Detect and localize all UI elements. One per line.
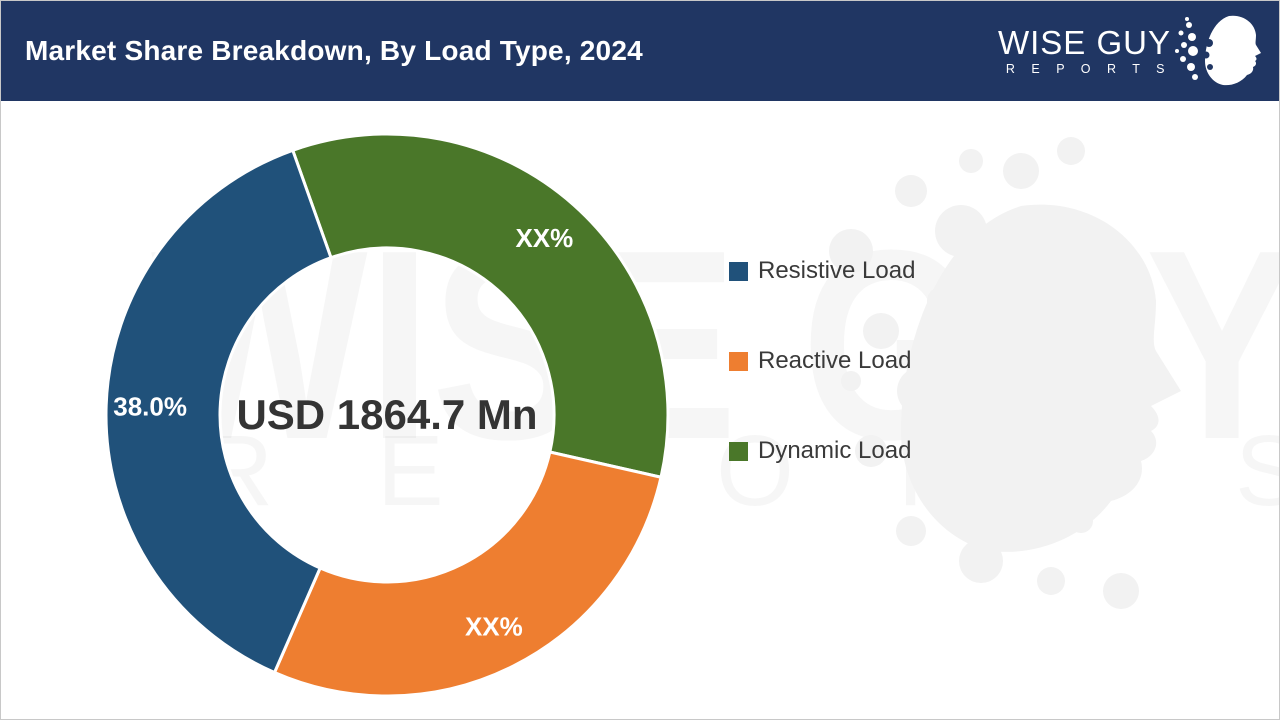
- legend-item-dynamic-load: Dynamic Load: [729, 437, 915, 465]
- slice-reactive-load: [272, 450, 663, 698]
- legend-label-resistive-load: Resistive Load: [758, 257, 916, 284]
- slice-resistive-load: [104, 148, 333, 675]
- legend-label-reactive-load: Reactive Load: [758, 347, 912, 374]
- legend-swatch-resistive-load: [729, 261, 748, 281]
- logo-reports-text: R E P O R T S: [1005, 62, 1171, 76]
- legend-label-dynamic-load: Dynamic Load: [758, 437, 912, 464]
- legend-item-reactive-load: Reactive Load: [729, 347, 915, 375]
- legend-swatch-dynamic-load: [729, 441, 748, 461]
- legend-item-resistive-load: Resistive Load: [729, 257, 915, 285]
- slice-label-reactive-load: XX%: [465, 612, 523, 642]
- logo-face-icon: [1175, 15, 1261, 86]
- wise-guy-logo: WISE GUY R E P O R T S: [998, 9, 1269, 93]
- slice-dynamic-load: [290, 132, 670, 480]
- page-title: Market Share Breakdown, By Load Type, 20…: [25, 35, 643, 66]
- chart-center-value: USD 1864.7 Mn: [236, 391, 538, 438]
- logo-wiseguy-text: WISE GUY: [997, 24, 1171, 61]
- slice-label-dynamic-load: XX%: [515, 223, 573, 253]
- logo-text: WISE GUY R E P O R T S: [998, 26, 1171, 76]
- chart-legend: Resistive Load Reactive Load Dynamic Loa…: [729, 257, 915, 527]
- slice-label-resistive-load: 38.0%: [113, 392, 187, 422]
- header-bar: Market Share Breakdown, By Load Type, 20…: [1, 1, 1279, 101]
- legend-swatch-reactive-load: [729, 351, 748, 371]
